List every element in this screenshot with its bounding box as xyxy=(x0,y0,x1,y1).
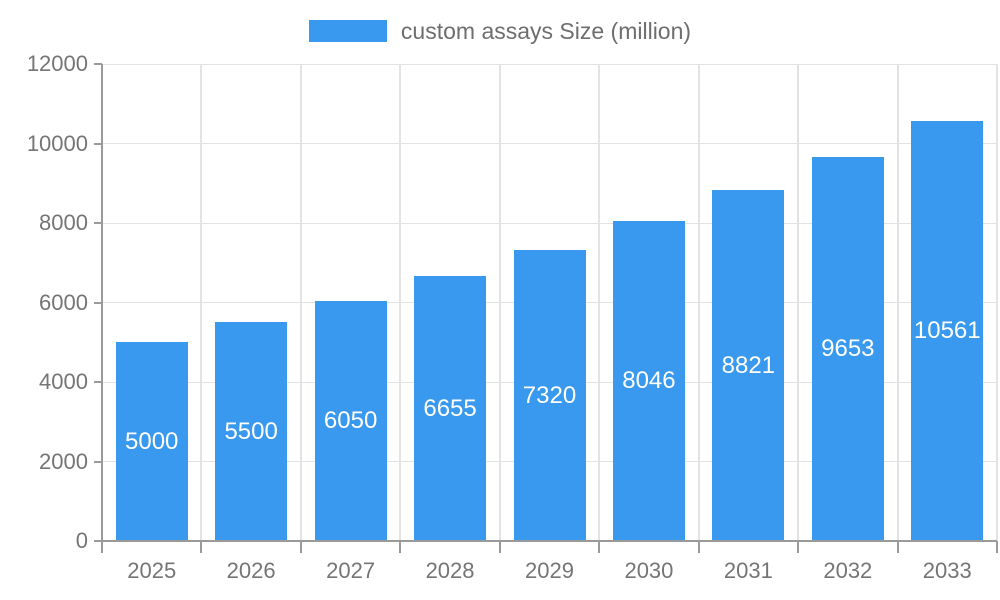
x-gridline xyxy=(896,64,899,541)
y-axis-label: 8000 xyxy=(39,210,88,235)
bar-value-label: 6655 xyxy=(423,394,477,422)
bar-2030[interactable]: 8046 xyxy=(612,221,685,541)
x-axis-label: 2031 xyxy=(723,558,773,583)
bar-2033[interactable]: 10561 xyxy=(911,121,984,541)
x-axis-tick xyxy=(797,541,800,553)
x-axis-tick xyxy=(996,541,998,553)
x-axis-label: 2025 xyxy=(127,558,177,583)
x-axis-line xyxy=(102,540,997,542)
y-axis-label: 10000 xyxy=(26,130,88,156)
legend-label: custom assays Size (million) xyxy=(400,18,692,44)
x-axis-label: 2026 xyxy=(226,558,276,583)
x-axis-tick xyxy=(697,541,700,553)
bar-2028[interactable]: 6655 xyxy=(414,276,487,541)
bar-2027[interactable]: 6050 xyxy=(314,300,387,541)
y-axis-label: 2000 xyxy=(39,448,88,474)
y-axis-line xyxy=(101,64,103,553)
x-axis-tick xyxy=(299,541,302,553)
y-axis-tick xyxy=(94,381,102,383)
x-axis-label: 2032 xyxy=(823,558,873,583)
x-axis-label: 2027 xyxy=(326,558,376,583)
x-axis-tick xyxy=(200,541,203,553)
bar-2025[interactable]: 5000 xyxy=(115,342,188,541)
x-axis-label: 2030 xyxy=(624,558,674,583)
y-axis-label: 12000 xyxy=(26,51,88,76)
bar-value-label: 8821 xyxy=(721,351,776,379)
legend-item[interactable]: custom assays Size (million) xyxy=(0,18,1000,44)
bar-value-label: 5500 xyxy=(224,417,278,445)
x-gridline xyxy=(200,64,203,541)
y-gridline xyxy=(102,63,997,65)
bar-value-label: 5000 xyxy=(125,427,179,455)
y-axis-tick xyxy=(94,222,102,224)
bar-2031[interactable]: 8821 xyxy=(712,190,785,541)
x-axis-label: 2028 xyxy=(425,558,475,583)
y-axis-label: 0 xyxy=(75,528,88,553)
bar-2029[interactable]: 7320 xyxy=(513,250,586,541)
x-gridline xyxy=(498,64,501,541)
x-gridline xyxy=(598,64,601,541)
bar-value-label: 7320 xyxy=(522,381,577,409)
y-axis-tick xyxy=(94,63,102,65)
x-axis-label: 2029 xyxy=(525,558,574,583)
x-gridline xyxy=(299,64,302,541)
y-axis-tick xyxy=(94,460,102,463)
x-axis-tick xyxy=(399,541,402,553)
bar-value-label: 10561 xyxy=(913,317,981,345)
y-axis-label: 4000 xyxy=(39,369,88,394)
y-axis-tick xyxy=(94,540,102,542)
bar-value-label: 6050 xyxy=(323,406,378,434)
x-axis-tick xyxy=(498,541,501,553)
y-axis-tick xyxy=(94,301,102,304)
bar-2032[interactable]: 9653 xyxy=(811,157,884,541)
x-axis-tick xyxy=(896,541,899,553)
y-axis-tick xyxy=(94,142,102,145)
x-gridline xyxy=(399,64,402,541)
y-axis-label: 6000 xyxy=(39,289,88,315)
bar-value-label: 8046 xyxy=(622,367,676,395)
y-gridline xyxy=(102,143,997,144)
x-axis-tick xyxy=(598,541,601,553)
bar-2026[interactable]: 5500 xyxy=(215,322,288,541)
legend-swatch-icon xyxy=(308,20,387,42)
x-axis-label: 2033 xyxy=(922,558,972,583)
x-gridline xyxy=(797,64,800,541)
bar-value-label: 9653 xyxy=(821,335,875,363)
x-gridline xyxy=(697,64,700,541)
x-gridline xyxy=(996,64,998,541)
